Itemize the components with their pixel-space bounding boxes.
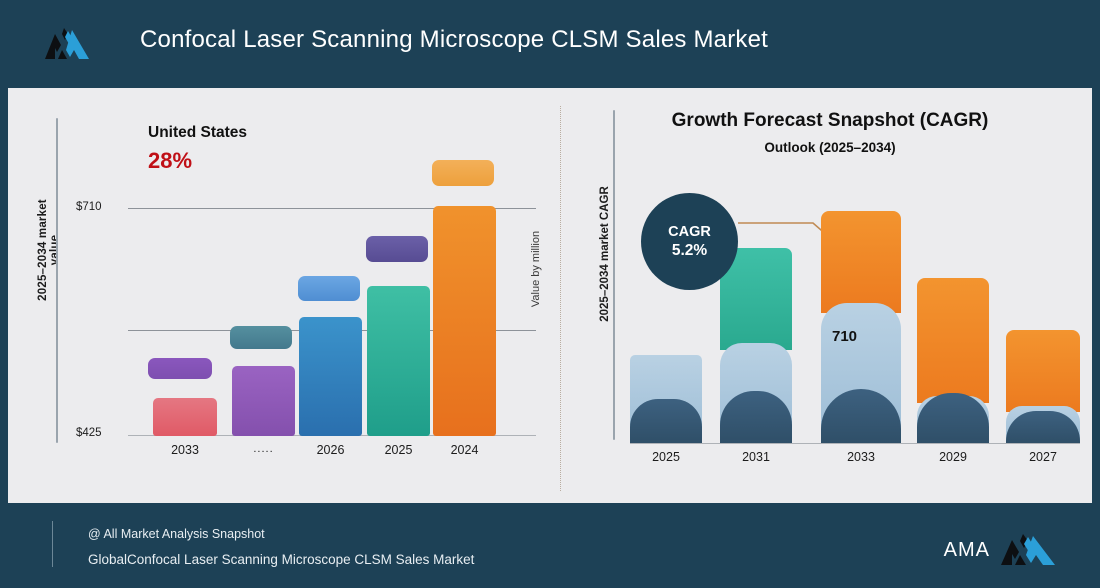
- right-chart-x-label-2: 2033: [847, 450, 875, 464]
- ama-mountain-logo-icon: [1001, 534, 1055, 565]
- left-chart-bar-2025: [367, 286, 430, 436]
- right-chart-bar-2025: [630, 355, 702, 443]
- left-chart-x-label-2: 2026: [316, 443, 345, 457]
- bar-segment-top: [1006, 330, 1080, 412]
- right-chart-subtitle: Outlook (2025–2034): [764, 140, 896, 155]
- right-chart-bar-2029: [917, 278, 989, 443]
- left-chart-bar-2033: [153, 398, 217, 436]
- cagr-callout-value: 5.2%: [671, 241, 708, 259]
- bar-segment-top: [821, 211, 901, 313]
- left-chart-gridline-710: [128, 208, 536, 209]
- right-chart-bar-2031: [720, 248, 792, 443]
- footer-line-2: GlobalConfocal Laser Scanning Microscope…: [88, 552, 475, 567]
- left-chart-bar-cap-2024: [432, 160, 494, 186]
- bar-segment-base: [917, 393, 989, 443]
- left-chart-x-label-0: 2033: [171, 443, 199, 457]
- left-chart-x-label-3: 2025: [384, 443, 413, 457]
- left-chart-region-label: United States: [148, 124, 248, 141]
- right-chart-y-axis-line: [613, 110, 615, 440]
- right-chart: 2025–2034 market CAGR Growth Forecast Sn…: [568, 88, 1092, 503]
- right-chart-x-label-3: 2029: [939, 450, 967, 464]
- left-chart-tick-upper: $710: [76, 201, 102, 213]
- ama-mountain-logo-icon: [45, 28, 89, 59]
- charts-panel: 2025–2034 market value United States 28%…: [8, 88, 1092, 503]
- bar-segment-top: [720, 248, 792, 350]
- bar-segment-top: [917, 278, 989, 403]
- left-chart-bar-cap-1: [230, 326, 292, 349]
- right-chart-title: Growth Forecast Snapshot (CAGR): [671, 110, 989, 131]
- left-chart-tick-lower: $425: [76, 427, 102, 439]
- right-chart-x-label-4: 2027: [1029, 450, 1057, 464]
- footer-line-1: @ All Market Analysis Snapshot: [88, 527, 265, 541]
- left-chart-right-axis-label: Value by million: [530, 230, 542, 308]
- left-chart-bar-cap-2033: [148, 358, 212, 379]
- left-chart-x-label-1: .....: [253, 443, 274, 455]
- left-chart-y-axis-line: [56, 118, 58, 443]
- header-bar: Confocal Laser Scanning Microscope CLSM …: [0, 0, 1100, 88]
- footer-divider: [52, 521, 53, 567]
- footer-brand: AMA: [944, 533, 1056, 567]
- left-chart-x-label-4: 2024: [450, 443, 479, 457]
- left-chart-bar-cap-2026: [298, 276, 360, 301]
- charts-divider: [560, 106, 561, 491]
- right-chart-y-axis-label: 2025–2034 market CAGR: [599, 186, 611, 322]
- cagr-callout-title: CAGR: [668, 223, 711, 240]
- right-chart-baseline: [630, 443, 1080, 444]
- right-chart-x-label-1: 2031: [742, 450, 770, 464]
- right-chart-data-label-710: 710: [832, 328, 858, 345]
- left-chart-region-value: 28%: [148, 148, 193, 173]
- page-title: Confocal Laser Scanning Microscope CLSM …: [140, 26, 769, 53]
- bar-segment-base: [720, 391, 792, 443]
- bar-segment-base: [1006, 411, 1080, 443]
- cagr-callout-bubble: CAGR 5.2%: [641, 193, 738, 290]
- right-chart-bar-2027: [1006, 330, 1080, 443]
- left-chart-bar-cap-2025: [366, 236, 428, 262]
- left-chart-bar-2026: [299, 317, 362, 436]
- right-chart-bar-2033: [821, 211, 901, 443]
- left-chart-bar-1: [232, 366, 295, 436]
- bar-segment-base: [630, 399, 702, 443]
- right-chart-x-label-0: 2025: [652, 450, 680, 464]
- left-chart-bar-2024: [433, 206, 496, 436]
- footer-brand-wordmark: AMA: [943, 538, 990, 561]
- left-chart: 2025–2034 market value United States 28%…: [8, 88, 553, 503]
- footer-bar: @ All Market Analysis Snapshot GlobalCon…: [0, 503, 1100, 588]
